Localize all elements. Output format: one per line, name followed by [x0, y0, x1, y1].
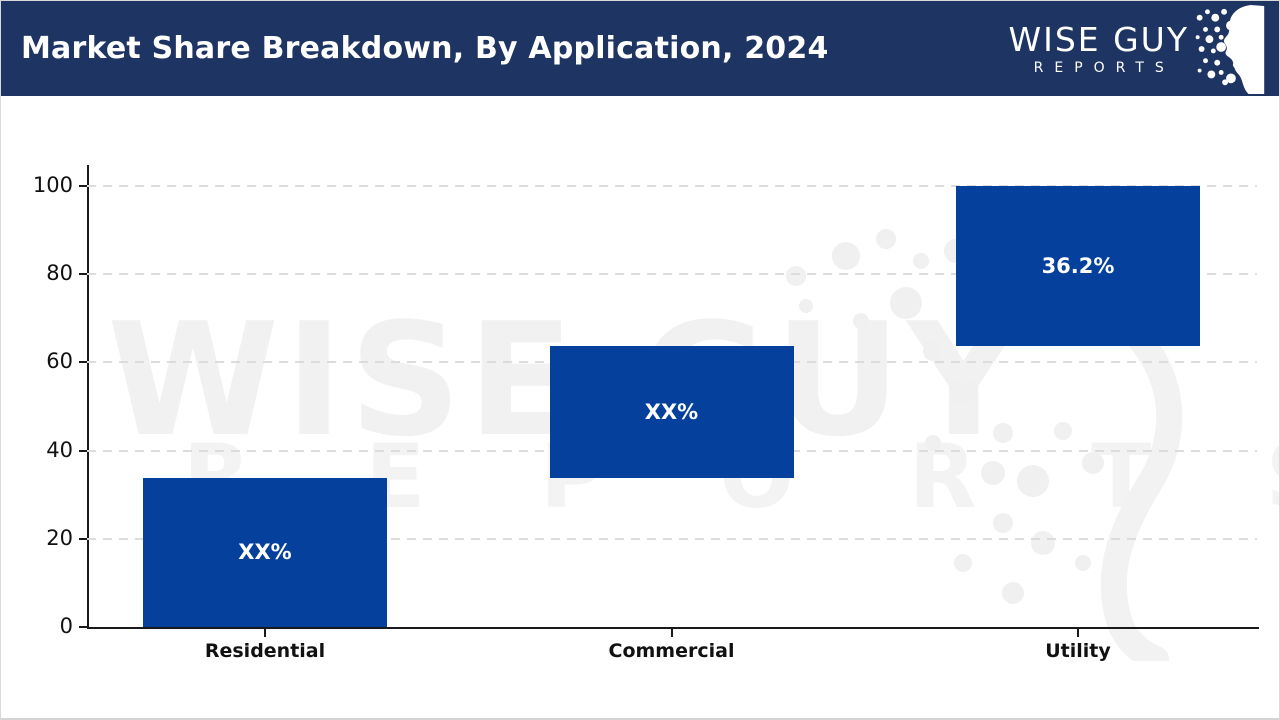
y-tick-mark — [79, 273, 87, 276]
y-tick-label: 80 — [46, 261, 73, 286]
x-category-label: Commercial — [608, 640, 735, 662]
gridline — [87, 537, 1257, 540]
gridline — [87, 185, 1257, 187]
brand-tagline: REPORTS — [1033, 59, 1175, 76]
x-category-label: Utility — [1045, 640, 1111, 662]
bar-value-label: 36.2% — [1041, 253, 1115, 278]
x-tick-mark — [1077, 629, 1079, 637]
brand-wordmark: WISE GUY — [1008, 19, 1189, 59]
y-tick-mark — [79, 361, 87, 364]
x-category-label: Residential — [204, 640, 326, 662]
bar-value-label: XX% — [238, 540, 292, 565]
x-tick-mark — [670, 629, 673, 637]
y-tick-mark — [79, 626, 87, 628]
bar-utility: 36.2% — [956, 186, 1200, 346]
y-tick-label: 100 — [32, 173, 73, 197]
y-tick-label: 40 — [46, 437, 73, 462]
y-tick-label: 60 — [46, 349, 73, 374]
y-axis-line — [87, 165, 89, 629]
bar-commercial: XX% — [549, 345, 794, 478]
x-axis-line — [87, 627, 1259, 629]
brand-logo: WISE GUY REPORTS — [1008, 4, 1265, 94]
chart-title: Market Share Breakdown, By Application, … — [21, 31, 829, 66]
x-tick-mark — [264, 629, 266, 637]
brand-face-icon — [1195, 4, 1265, 94]
y-tick-mark — [79, 537, 87, 540]
gridline — [87, 273, 1257, 276]
header-bar: Market Share Breakdown, By Application, … — [1, 1, 1279, 96]
bar-residential: XX% — [143, 477, 387, 627]
y-tick-label: 20 — [46, 525, 73, 550]
y-tick-mark — [79, 185, 87, 187]
bar-value-label: XX% — [644, 399, 699, 424]
y-tick-label: 0 — [59, 614, 73, 638]
y-tick-mark — [79, 449, 87, 452]
brand-logo-text: WISE GUY REPORTS — [1008, 23, 1189, 75]
